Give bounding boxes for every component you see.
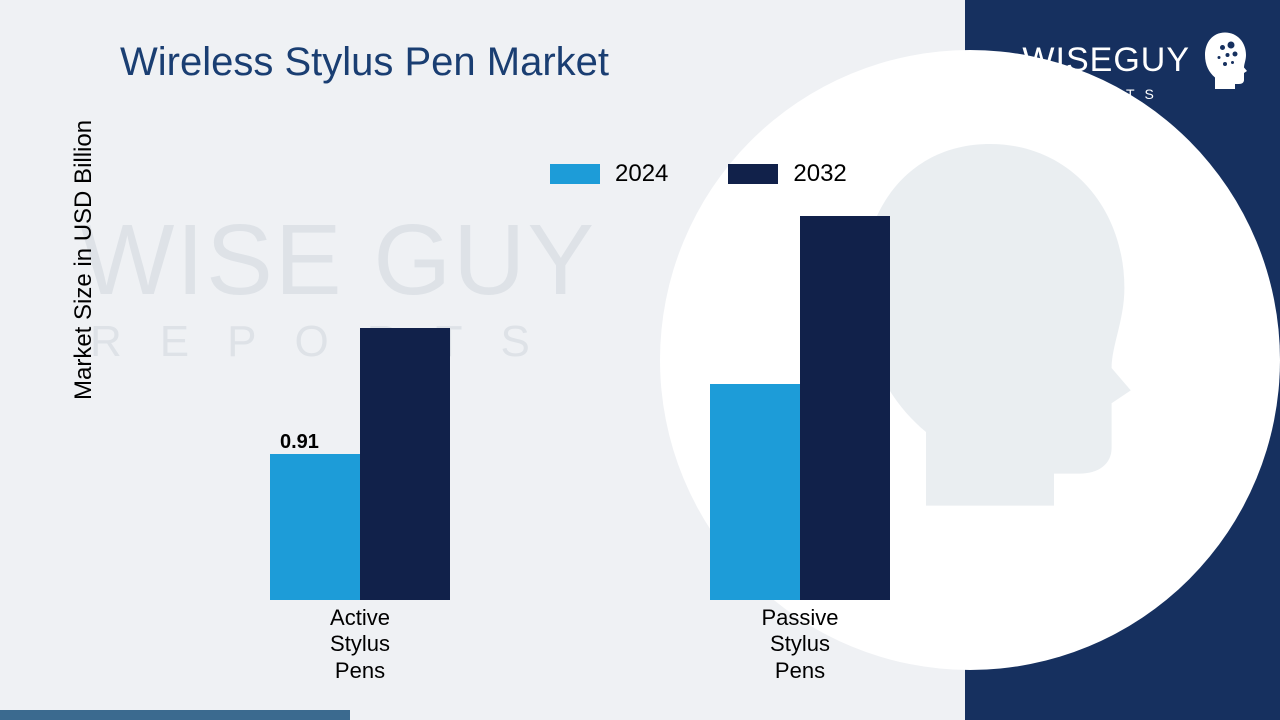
bottom-accent-bar (0, 710, 350, 720)
head-icon (1200, 30, 1250, 90)
legend-label-2032: 2032 (793, 160, 846, 188)
chart-title: Wireless Stylus Pen Market (120, 40, 609, 85)
legend-label-2024: 2024 (615, 160, 668, 188)
brand-logo: WISEGUY REPORTS (1022, 30, 1250, 102)
bar-value-label: 0.91 (280, 431, 319, 454)
legend-item-2032: 2032 (728, 160, 846, 188)
bar-group: 0.91 (260, 328, 460, 600)
bar: 0.91 (270, 454, 360, 600)
bar (800, 216, 890, 600)
legend-item-2024: 2024 (550, 160, 668, 188)
logo-main-row: WISEGUY (1022, 30, 1250, 90)
legend-swatch-2032 (728, 164, 778, 184)
y-axis-label: Market Size in USD Billion (70, 120, 98, 400)
legend-swatch-2024 (550, 164, 600, 184)
legend: 2024 2032 (550, 160, 847, 188)
logo-main-text: WISEGUY (1022, 41, 1190, 80)
plot-area: 0.91ActiveStylusPensPassiveStylusPens (120, 200, 940, 600)
chart-canvas: WISE GUY REPORTS Wireless Stylus Pen Mar… (0, 0, 1280, 720)
x-axis-label: PassiveStylusPens (700, 605, 900, 684)
bar (710, 384, 800, 600)
x-axis-label: ActiveStylusPens (260, 605, 460, 684)
bar (360, 328, 450, 600)
bar-group (700, 216, 900, 600)
